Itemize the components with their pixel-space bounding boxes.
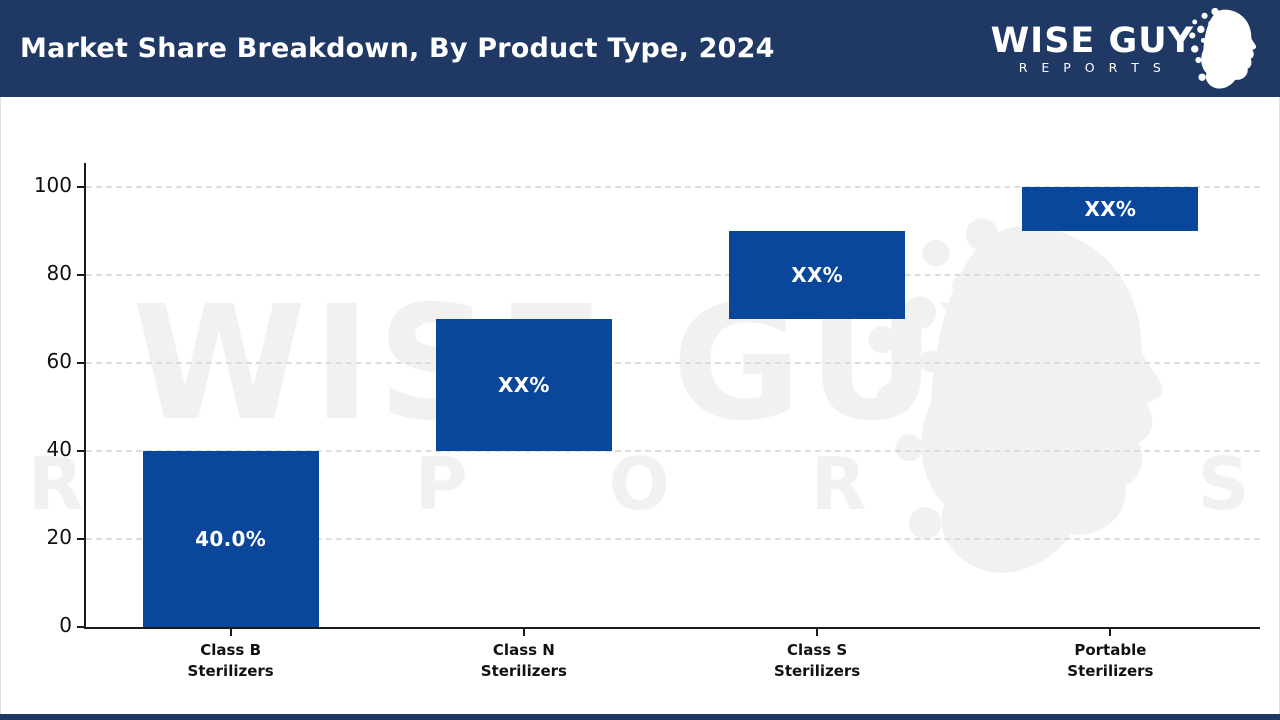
y-tick-20 (77, 538, 85, 540)
y-tick-60 (77, 362, 85, 364)
bar-3: XX% (729, 231, 906, 319)
footer-bar (0, 714, 1280, 720)
y-axis-line (84, 163, 86, 629)
bar-value-label: XX% (1084, 197, 1137, 221)
gridline-40 (86, 450, 1260, 452)
y-tick-80 (77, 274, 85, 276)
y-tick-label-100: 100 (33, 173, 72, 197)
header-banner: Market Share Breakdown, By Product Type,… (0, 0, 1280, 97)
bar-value-label: XX% (497, 373, 550, 397)
wiseguy-logo: WISE GUY R E P O R T S (991, 6, 1266, 92)
y-tick-0 (77, 626, 85, 628)
y-tick-label-40: 40 (46, 437, 72, 461)
y-tick-label-0: 0 (59, 613, 72, 637)
chart-title: Market Share Breakdown, By Product Type,… (20, 33, 775, 64)
bar-4: XX% (1022, 187, 1199, 231)
category-label: Class S Sterilizers (774, 641, 861, 680)
gridline-80 (86, 274, 1260, 276)
bar-2: XX% (435, 319, 612, 451)
y-tick-label-80: 80 (46, 261, 72, 285)
x-tick-2 (522, 629, 525, 636)
y-tick-40 (77, 450, 85, 452)
x-tick-4 (1109, 629, 1112, 636)
y-tick-100 (77, 186, 85, 188)
wiseguy-logo-text: WISE GUY R E P O R T S (991, 23, 1194, 75)
x-axis-line (84, 627, 1260, 629)
x-tick-1 (229, 629, 232, 636)
category-label: Portable Sterilizers (1067, 641, 1154, 680)
category-label: Class B Sterilizers (187, 641, 274, 680)
y-tick-label-20: 20 (46, 525, 72, 549)
gridline-60 (86, 362, 1260, 364)
bar-1: 40.0% (142, 451, 319, 627)
gridline-100 (86, 186, 1260, 188)
logo-reports-label: R E P O R T S (1018, 59, 1166, 75)
category-label: Class N Sterilizers (480, 641, 567, 680)
bar-value-label: XX% (791, 263, 843, 287)
logo-wiseguy-label: WISE GUY (990, 20, 1194, 61)
bar-value-label: 40.0% (195, 527, 267, 551)
gridline-20 (86, 538, 1260, 540)
x-tick-3 (816, 629, 819, 636)
y-tick-label-60: 60 (46, 349, 72, 373)
